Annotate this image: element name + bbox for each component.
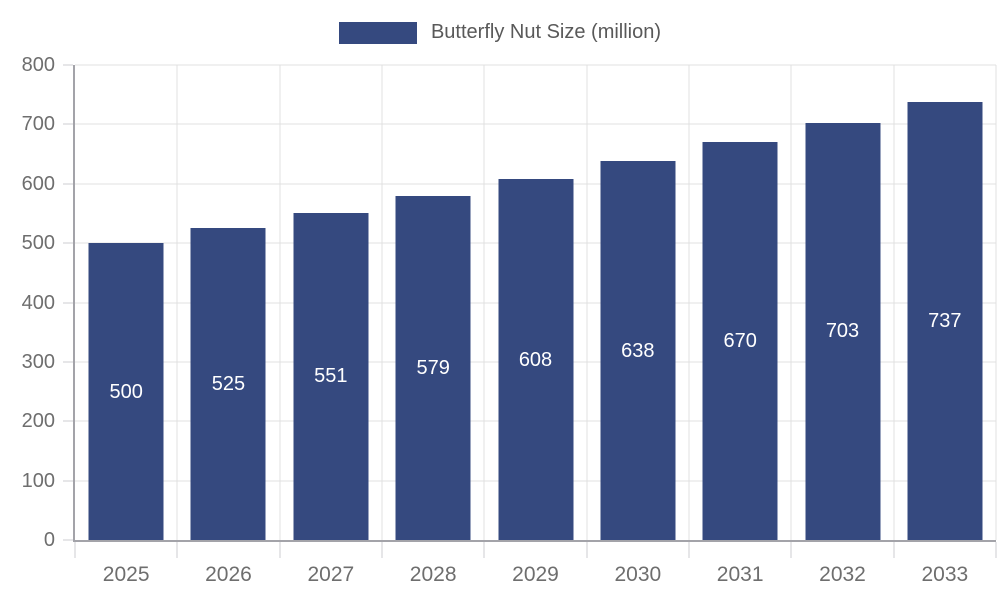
bar-2031: 670 [702, 142, 778, 540]
y-gridline [75, 123, 996, 125]
chart-legend[interactable]: Butterfly Nut Size (million) [0, 21, 1000, 44]
y-axis-tick-label: 400 [21, 291, 55, 314]
x-axis-tick-label: 2032 [819, 563, 866, 586]
legend-color-swatch [338, 21, 417, 44]
y-axis-tick [63, 302, 73, 303]
x-gridline [790, 65, 792, 540]
y-axis-tick [63, 361, 73, 363]
bar-2026: 525 [190, 228, 266, 540]
y-axis-tick-label: 500 [21, 232, 55, 255]
y-axis-tick [63, 123, 73, 125]
bar-value-label: 737 [928, 310, 962, 333]
x-gridline [586, 65, 588, 540]
x-axis-tick-label: 2026 [205, 563, 252, 586]
x-axis-tick [688, 542, 690, 558]
bar-value-label: 579 [416, 357, 450, 380]
y-axis-tick [63, 242, 73, 244]
y-axis-tick [63, 539, 73, 541]
x-gridline [893, 65, 895, 540]
x-gridline [176, 65, 178, 540]
y-axis-tick-label: 600 [21, 172, 55, 195]
y-axis-tick-label: 200 [21, 410, 55, 433]
bar-2029: 608 [498, 179, 573, 540]
x-gridline [381, 65, 383, 540]
bar-value-label: 703 [825, 320, 860, 343]
bar-2027: 551 [293, 212, 369, 540]
bar-value-label: 670 [723, 330, 757, 353]
x-axis-tick [74, 542, 76, 558]
x-axis-tick-label: 2030 [614, 563, 662, 586]
bar-value-label: 525 [211, 373, 246, 396]
x-axis-tick-label: 2028 [409, 563, 457, 586]
x-axis-tick [381, 542, 383, 558]
y-axis-tick-label: 700 [21, 113, 55, 136]
bar-value-label: 608 [518, 348, 553, 371]
x-axis-tick-label: 2025 [102, 563, 150, 586]
bar-value-label: 638 [621, 339, 655, 362]
bar-value-label: 500 [109, 380, 143, 403]
y-axis-tick-label: 300 [21, 350, 55, 373]
y-axis-tick-label: 0 [43, 529, 55, 551]
y-axis-tick [63, 64, 73, 66]
x-axis-tick [279, 542, 281, 558]
x-gridline [995, 65, 997, 540]
x-axis-tick-label: 2033 [921, 563, 969, 586]
bar-2033: 737 [907, 102, 983, 540]
x-gridline [483, 65, 485, 540]
y-axis-tick-label: 800 [21, 54, 55, 76]
bar-2032: 703 [805, 122, 880, 540]
bar-value-label: 551 [314, 365, 348, 388]
x-gridline [688, 65, 690, 540]
y-axis-tick [63, 183, 73, 185]
x-axis-tick-label: 2031 [716, 563, 764, 586]
x-gridline [279, 65, 281, 540]
plot-area: 500 525 551 579 608 638 670 703 737 0 100 200 300 40… [22, 55, 997, 585]
y-axis-tick [63, 420, 73, 422]
legend-label: Butterfly Nut Size (million) [430, 21, 662, 43]
bar-2028: 579 [395, 196, 471, 540]
bar-2025: 500 [88, 243, 164, 540]
x-axis-tick [790, 542, 792, 558]
x-axis-tick [483, 542, 485, 558]
y-gridline [75, 64, 996, 66]
bar-2030: 638 [600, 161, 676, 540]
x-axis-tick [176, 542, 178, 558]
y-axis-tick-label: 100 [21, 469, 55, 492]
y-axis-tick [63, 480, 73, 482]
x-axis-tick-label: 2029 [512, 563, 559, 586]
x-axis-tick [995, 542, 997, 558]
x-axis-tick-label: 2027 [307, 563, 355, 586]
x-axis-tick [586, 542, 588, 558]
x-axis-tick [893, 542, 895, 558]
